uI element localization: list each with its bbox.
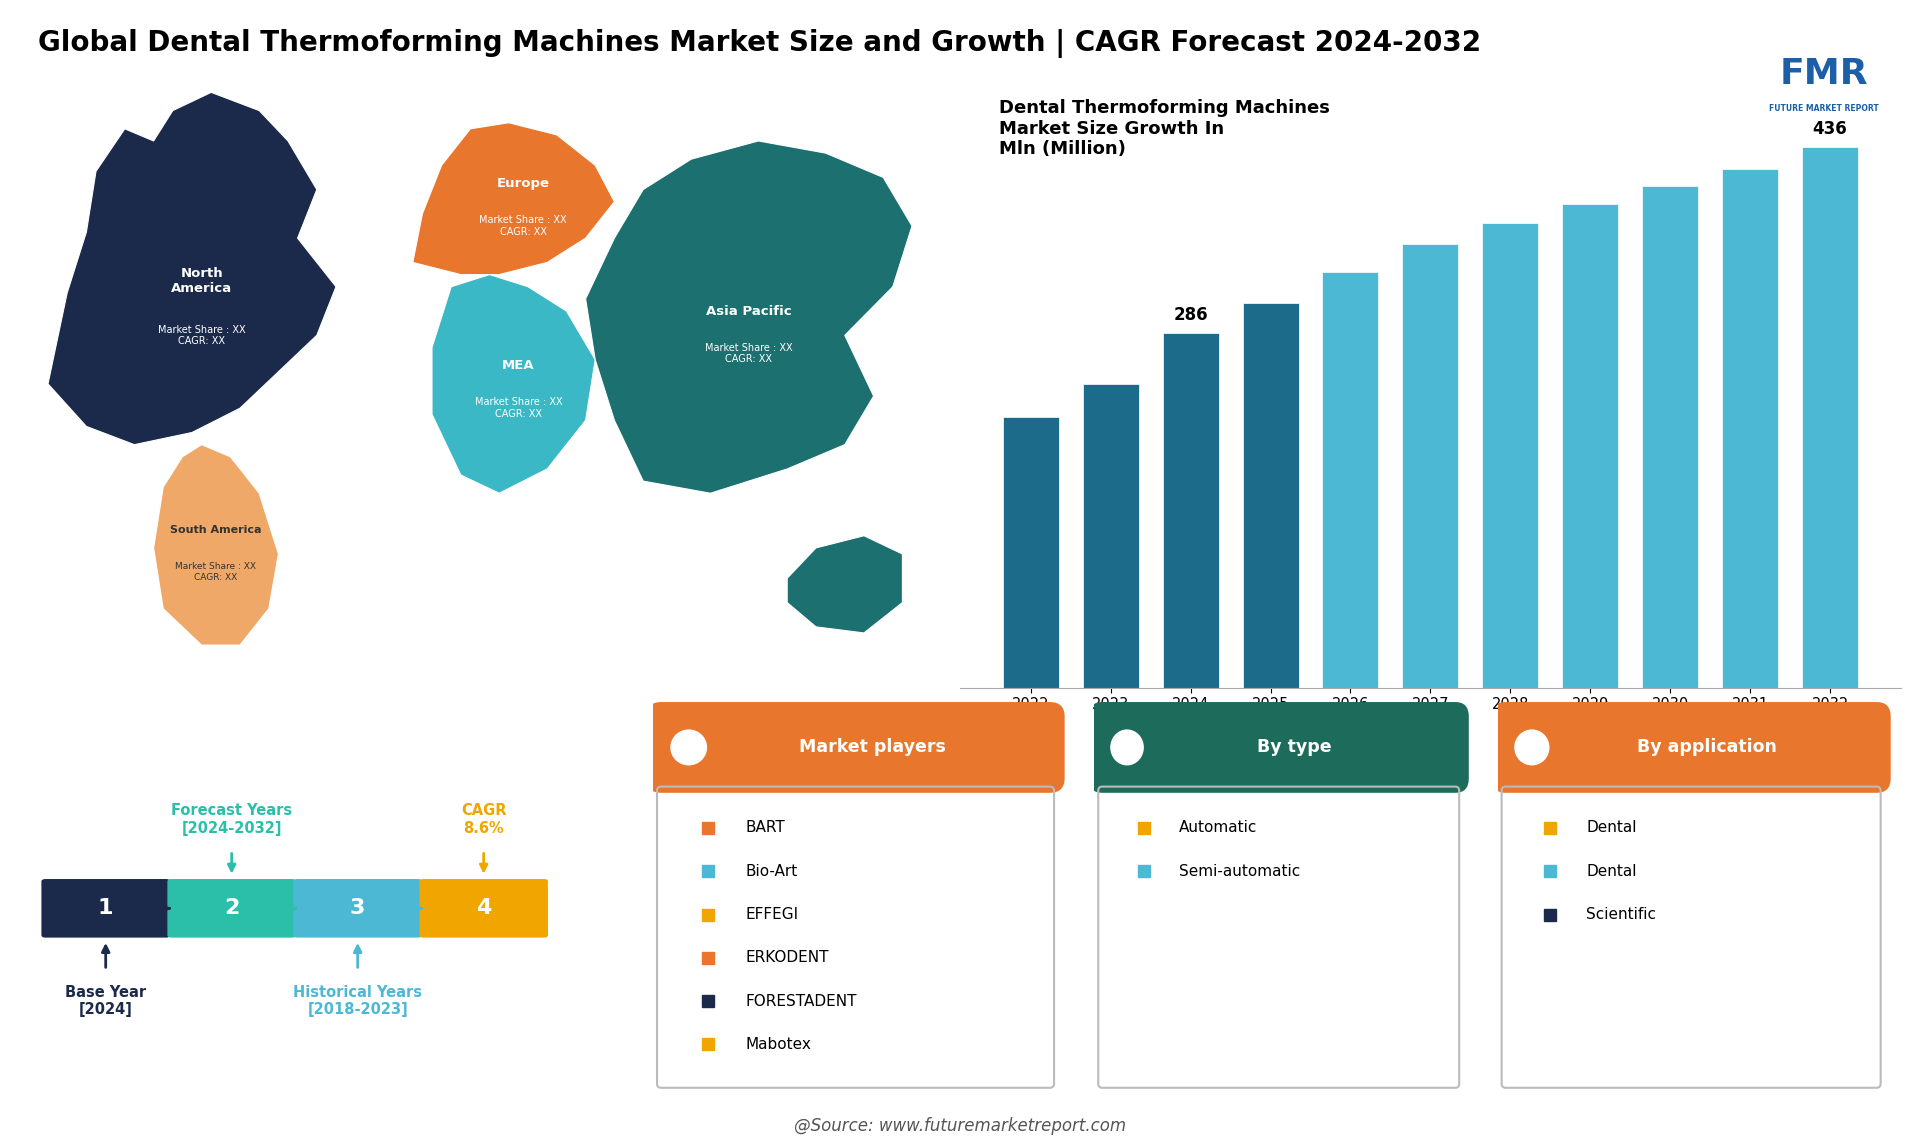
Text: 436: 436 <box>1812 120 1847 139</box>
Text: Dental: Dental <box>1586 864 1638 879</box>
FancyBboxPatch shape <box>1089 702 1469 793</box>
FancyBboxPatch shape <box>167 879 296 937</box>
Text: 2: 2 <box>225 898 240 918</box>
Bar <box>1803 147 1859 688</box>
Text: CAGR
8.6%: CAGR 8.6% <box>461 803 507 835</box>
Bar <box>1242 304 1298 688</box>
Bar <box>1323 273 1379 688</box>
Text: EFFEGI: EFFEGI <box>745 906 799 923</box>
Polygon shape <box>787 536 902 633</box>
Text: 3: 3 <box>349 898 365 918</box>
Text: @Source: www.futuremarketreport.com: @Source: www.futuremarketreport.com <box>795 1116 1125 1135</box>
Text: MEA: MEA <box>503 359 534 372</box>
Bar <box>1563 204 1619 688</box>
FancyBboxPatch shape <box>419 879 547 937</box>
Text: Bio-Art: Bio-Art <box>745 864 799 879</box>
Text: Automatic: Automatic <box>1179 821 1258 835</box>
Text: Market Share : XX
CAGR: XX: Market Share : XX CAGR: XX <box>157 324 246 346</box>
Bar <box>1722 170 1778 688</box>
Text: Historical Years
[2018-2023]: Historical Years [2018-2023] <box>294 984 422 1018</box>
Text: 4: 4 <box>476 898 492 918</box>
Circle shape <box>670 730 707 764</box>
Text: Market players: Market players <box>799 738 947 756</box>
Polygon shape <box>432 275 595 493</box>
Text: Dental Thermoforming Machines
Market Size Growth In
Mln (Million): Dental Thermoforming Machines Market Siz… <box>998 99 1331 158</box>
Text: Market Share : XX
CAGR: XX: Market Share : XX CAGR: XX <box>175 563 257 582</box>
Text: Dental: Dental <box>1586 821 1638 835</box>
Text: 1: 1 <box>98 898 113 918</box>
Text: FORESTADENT: FORESTADENT <box>745 994 856 1008</box>
FancyBboxPatch shape <box>294 879 422 937</box>
Text: FUTURE MARKET REPORT: FUTURE MARKET REPORT <box>1768 104 1880 113</box>
Text: Europe: Europe <box>497 176 549 190</box>
Bar <box>1402 244 1459 688</box>
Text: Semi-automatic: Semi-automatic <box>1179 864 1300 879</box>
Bar <box>1642 186 1697 688</box>
FancyBboxPatch shape <box>647 702 1064 793</box>
Text: FMR: FMR <box>1780 57 1868 92</box>
Polygon shape <box>413 123 614 275</box>
Text: Market Share : XX
CAGR: XX: Market Share : XX CAGR: XX <box>480 215 566 237</box>
Polygon shape <box>154 445 278 645</box>
Text: Market Share : XX
CAGR: XX: Market Share : XX CAGR: XX <box>705 343 793 364</box>
Text: BART: BART <box>745 821 785 835</box>
Polygon shape <box>48 93 336 445</box>
Text: ERKODENT: ERKODENT <box>745 950 829 965</box>
Bar <box>1083 384 1139 688</box>
Text: 286: 286 <box>1173 306 1208 324</box>
Text: Asia Pacific: Asia Pacific <box>707 305 791 317</box>
Text: Forecast Years
[2024-2032]: Forecast Years [2024-2032] <box>171 803 292 835</box>
Text: Scientific: Scientific <box>1586 906 1657 923</box>
Text: Market Share : XX
CAGR: XX: Market Share : XX CAGR: XX <box>474 398 563 419</box>
Text: North
America: North America <box>171 267 232 295</box>
Text: South America: South America <box>171 525 261 535</box>
FancyBboxPatch shape <box>42 879 171 937</box>
Text: Mabotex: Mabotex <box>745 1037 812 1052</box>
Polygon shape <box>586 141 912 493</box>
Text: By type: By type <box>1258 738 1331 756</box>
Circle shape <box>1112 730 1142 764</box>
Bar <box>1164 333 1219 688</box>
FancyBboxPatch shape <box>1492 702 1891 793</box>
Text: Base Year
[2024]: Base Year [2024] <box>65 984 146 1018</box>
Bar <box>1002 417 1058 688</box>
Circle shape <box>1515 730 1549 764</box>
Bar <box>1482 222 1538 688</box>
Text: Global Dental Thermoforming Machines Market Size and Growth | CAGR Forecast 2024: Global Dental Thermoforming Machines Mar… <box>38 29 1482 57</box>
Text: By application: By application <box>1638 738 1778 756</box>
